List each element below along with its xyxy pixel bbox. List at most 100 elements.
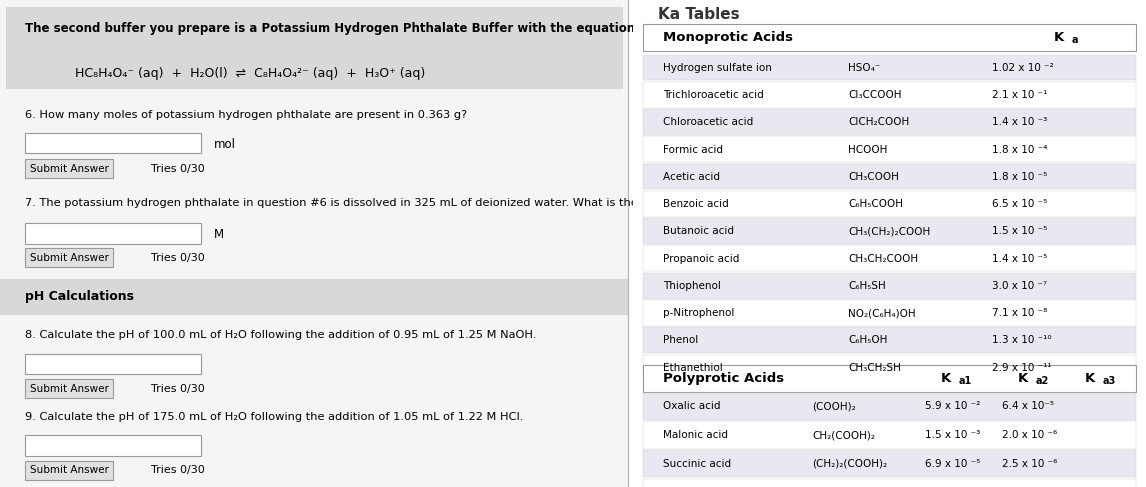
Text: 7.1 x 10 ⁻⁸: 7.1 x 10 ⁻⁸ — [992, 308, 1047, 318]
Text: Submit Answer: Submit Answer — [30, 466, 109, 475]
Text: 3.0 x 10 ⁻⁷: 3.0 x 10 ⁻⁷ — [992, 281, 1047, 291]
Text: HCOOH: HCOOH — [848, 145, 888, 154]
FancyBboxPatch shape — [643, 24, 1136, 51]
Text: Chloroacetic acid: Chloroacetic acid — [664, 117, 754, 127]
Text: K: K — [1018, 372, 1028, 385]
Text: a1: a1 — [958, 376, 972, 386]
Text: (CH₂)₂(COOH)₂: (CH₂)₂(COOH)₂ — [813, 459, 887, 469]
Text: 5.9 x 10 ⁻²: 5.9 x 10 ⁻² — [925, 401, 981, 412]
Text: Ka Tables: Ka Tables — [658, 7, 740, 22]
FancyBboxPatch shape — [25, 461, 113, 480]
Text: 9. Calculate the pH of 175.0 mL of H₂O following the addition of 1.05 mL of 1.22: 9. Calculate the pH of 175.0 mL of H₂O f… — [25, 412, 524, 422]
Text: Trichloroacetic acid: Trichloroacetic acid — [664, 90, 764, 100]
Text: 1.4 x 10 ⁻³: 1.4 x 10 ⁻³ — [992, 117, 1047, 127]
FancyBboxPatch shape — [643, 450, 1136, 477]
Text: Hydrogen sulfate ion: Hydrogen sulfate ion — [664, 63, 772, 73]
Text: Oxalic acid: Oxalic acid — [664, 401, 721, 412]
Text: 1.3 x 10 ⁻¹⁰: 1.3 x 10 ⁻¹⁰ — [992, 336, 1052, 345]
Text: Thiophenol: Thiophenol — [664, 281, 721, 291]
Text: C₆H₅COOH: C₆H₅COOH — [848, 199, 903, 209]
FancyBboxPatch shape — [0, 0, 628, 487]
Text: Butanoic acid: Butanoic acid — [664, 226, 735, 236]
FancyBboxPatch shape — [0, 279, 628, 314]
FancyBboxPatch shape — [643, 393, 1136, 420]
Text: CH₃(CH₂)₂COOH: CH₃(CH₂)₂COOH — [848, 226, 931, 236]
FancyBboxPatch shape — [25, 223, 201, 244]
Text: 6. How many moles of potassium hydrogen phthalate are present in 0.363 g?: 6. How many moles of potassium hydrogen … — [25, 110, 468, 120]
Text: Polyprotic Acids: Polyprotic Acids — [664, 372, 785, 385]
Text: HC₈H₄O₄⁻ (aq)  +  H₂O(l)  ⇌  C₈H₄O₄²⁻ (aq)  +  H₃O⁺ (aq): HC₈H₄O₄⁻ (aq) + H₂O(l) ⇌ C₈H₄O₄²⁻ (aq) +… — [76, 67, 425, 80]
FancyBboxPatch shape — [643, 136, 1136, 162]
FancyBboxPatch shape — [633, 0, 1146, 487]
FancyBboxPatch shape — [643, 55, 1136, 80]
Text: Submit Answer: Submit Answer — [30, 164, 109, 173]
Text: 2.1 x 10 ⁻¹: 2.1 x 10 ⁻¹ — [992, 90, 1047, 100]
Text: Submit Answer: Submit Answer — [30, 384, 109, 393]
Text: CH₃CH₂COOH: CH₃CH₂COOH — [848, 254, 918, 263]
Text: 6.4 x 10⁻⁵: 6.4 x 10⁻⁵ — [1003, 401, 1054, 412]
Text: Propanoic acid: Propanoic acid — [664, 254, 740, 263]
Text: Succinic acid: Succinic acid — [664, 459, 731, 469]
Text: 2.5 x 10 ⁻⁶: 2.5 x 10 ⁻⁶ — [1003, 459, 1058, 469]
Text: pH Calculations: pH Calculations — [25, 290, 134, 303]
Text: 1.8 x 10 ⁻⁵: 1.8 x 10 ⁻⁵ — [992, 172, 1047, 182]
Text: 1.5 x 10 ⁻⁵: 1.5 x 10 ⁻⁵ — [992, 226, 1047, 236]
FancyBboxPatch shape — [25, 379, 113, 398]
Text: K: K — [1053, 31, 1063, 43]
FancyBboxPatch shape — [643, 191, 1136, 217]
FancyBboxPatch shape — [643, 479, 1136, 487]
Text: 8. Calculate the pH of 100.0 mL of H₂O following the addition of 0.95 mL of 1.25: 8. Calculate the pH of 100.0 mL of H₂O f… — [25, 330, 536, 340]
FancyBboxPatch shape — [643, 109, 1136, 135]
FancyBboxPatch shape — [25, 435, 201, 456]
Text: Tries 0/30: Tries 0/30 — [151, 164, 204, 173]
Text: 2.9 x 10 ⁻¹¹: 2.9 x 10 ⁻¹¹ — [992, 363, 1052, 373]
Text: K: K — [1084, 372, 1094, 385]
Text: a2: a2 — [1036, 376, 1049, 386]
FancyBboxPatch shape — [643, 218, 1136, 244]
Text: Formic acid: Formic acid — [664, 145, 723, 154]
Text: NO₂(C₆H₄)OH: NO₂(C₆H₄)OH — [848, 308, 916, 318]
FancyBboxPatch shape — [25, 133, 201, 153]
Text: Phenol: Phenol — [664, 336, 699, 345]
Text: a3: a3 — [1102, 376, 1115, 386]
Text: 7. The potassium hydrogen phthalate in question #6 is dissolved in 325 mL of dei: 7. The potassium hydrogen phthalate in q… — [25, 198, 783, 208]
FancyBboxPatch shape — [643, 245, 1136, 271]
Text: 6.5 x 10 ⁻⁵: 6.5 x 10 ⁻⁵ — [992, 199, 1047, 209]
FancyBboxPatch shape — [6, 7, 622, 88]
FancyBboxPatch shape — [643, 300, 1136, 326]
FancyBboxPatch shape — [643, 355, 1136, 380]
FancyBboxPatch shape — [643, 82, 1136, 108]
Text: Cl₃CCOOH: Cl₃CCOOH — [848, 90, 902, 100]
FancyBboxPatch shape — [25, 354, 201, 374]
Text: Tries 0/30: Tries 0/30 — [151, 253, 204, 262]
Text: K: K — [941, 372, 951, 385]
FancyBboxPatch shape — [643, 327, 1136, 353]
Text: Malonic acid: Malonic acid — [664, 430, 729, 440]
Text: Acetic acid: Acetic acid — [664, 172, 721, 182]
Text: The second buffer you prepare is a Potassium Hydrogen Phthalate Buffer with the : The second buffer you prepare is a Potas… — [25, 22, 635, 35]
Text: CH₃CH₂SH: CH₃CH₂SH — [848, 363, 901, 373]
Text: 2.0 x 10 ⁻⁶: 2.0 x 10 ⁻⁶ — [1003, 430, 1058, 440]
Text: C₆H₅OH: C₆H₅OH — [848, 336, 888, 345]
Text: mol: mol — [213, 138, 236, 151]
Text: Benzoic acid: Benzoic acid — [664, 199, 729, 209]
Text: Tries 0/30: Tries 0/30 — [151, 384, 204, 393]
Text: C₆H₅SH: C₆H₅SH — [848, 281, 886, 291]
Text: 1.5 x 10 ⁻³: 1.5 x 10 ⁻³ — [925, 430, 981, 440]
FancyBboxPatch shape — [643, 164, 1136, 189]
Text: 1.4 x 10 ⁻⁵: 1.4 x 10 ⁻⁵ — [992, 254, 1047, 263]
Text: M: M — [213, 228, 223, 241]
Text: a: a — [1072, 35, 1078, 45]
Text: 6.9 x 10 ⁻⁵: 6.9 x 10 ⁻⁵ — [925, 459, 981, 469]
FancyBboxPatch shape — [643, 421, 1136, 449]
Text: Tries 0/30: Tries 0/30 — [151, 466, 204, 475]
Text: 1.8 x 10 ⁻⁴: 1.8 x 10 ⁻⁴ — [992, 145, 1047, 154]
FancyBboxPatch shape — [643, 273, 1136, 299]
FancyBboxPatch shape — [25, 248, 113, 267]
Text: 1.02 x 10 ⁻²: 1.02 x 10 ⁻² — [992, 63, 1053, 73]
Text: ClCH₂COOH: ClCH₂COOH — [848, 117, 910, 127]
Text: Ethanethiol: Ethanethiol — [664, 363, 723, 373]
Text: CH₂(COOH)₂: CH₂(COOH)₂ — [813, 430, 876, 440]
FancyBboxPatch shape — [643, 365, 1136, 392]
Text: CH₃COOH: CH₃COOH — [848, 172, 900, 182]
